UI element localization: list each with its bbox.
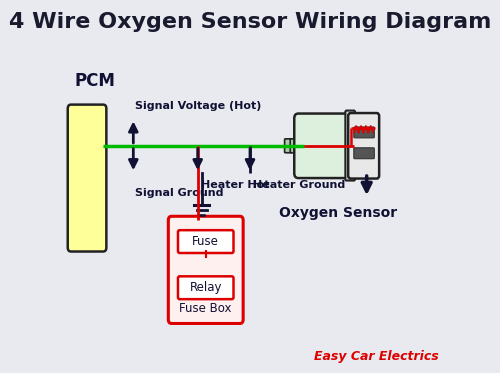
FancyBboxPatch shape: [168, 216, 243, 323]
FancyBboxPatch shape: [354, 148, 374, 159]
Text: Signal Voltage (Hot): Signal Voltage (Hot): [136, 101, 262, 111]
Text: Relay: Relay: [190, 281, 222, 294]
Text: Heater Ground: Heater Ground: [253, 179, 346, 189]
Text: Signal Ground: Signal Ground: [136, 188, 224, 198]
FancyBboxPatch shape: [296, 139, 303, 153]
Text: Easy Car Electrics: Easy Car Electrics: [314, 350, 439, 363]
Text: Fuse: Fuse: [192, 235, 219, 248]
Text: Oxygen Sensor: Oxygen Sensor: [280, 206, 398, 220]
Text: Fuse Box: Fuse Box: [180, 302, 232, 315]
FancyBboxPatch shape: [284, 139, 292, 153]
FancyBboxPatch shape: [178, 230, 234, 253]
Text: PCM: PCM: [75, 72, 116, 90]
Text: 4 Wire Oxygen Sensor Wiring Diagram: 4 Wire Oxygen Sensor Wiring Diagram: [9, 12, 491, 32]
FancyBboxPatch shape: [68, 104, 106, 251]
FancyBboxPatch shape: [178, 276, 234, 299]
FancyBboxPatch shape: [290, 139, 298, 153]
FancyBboxPatch shape: [294, 113, 354, 178]
FancyBboxPatch shape: [348, 113, 379, 179]
FancyBboxPatch shape: [354, 127, 374, 138]
FancyBboxPatch shape: [346, 110, 355, 181]
Text: Heater Hot: Heater Hot: [201, 179, 270, 189]
